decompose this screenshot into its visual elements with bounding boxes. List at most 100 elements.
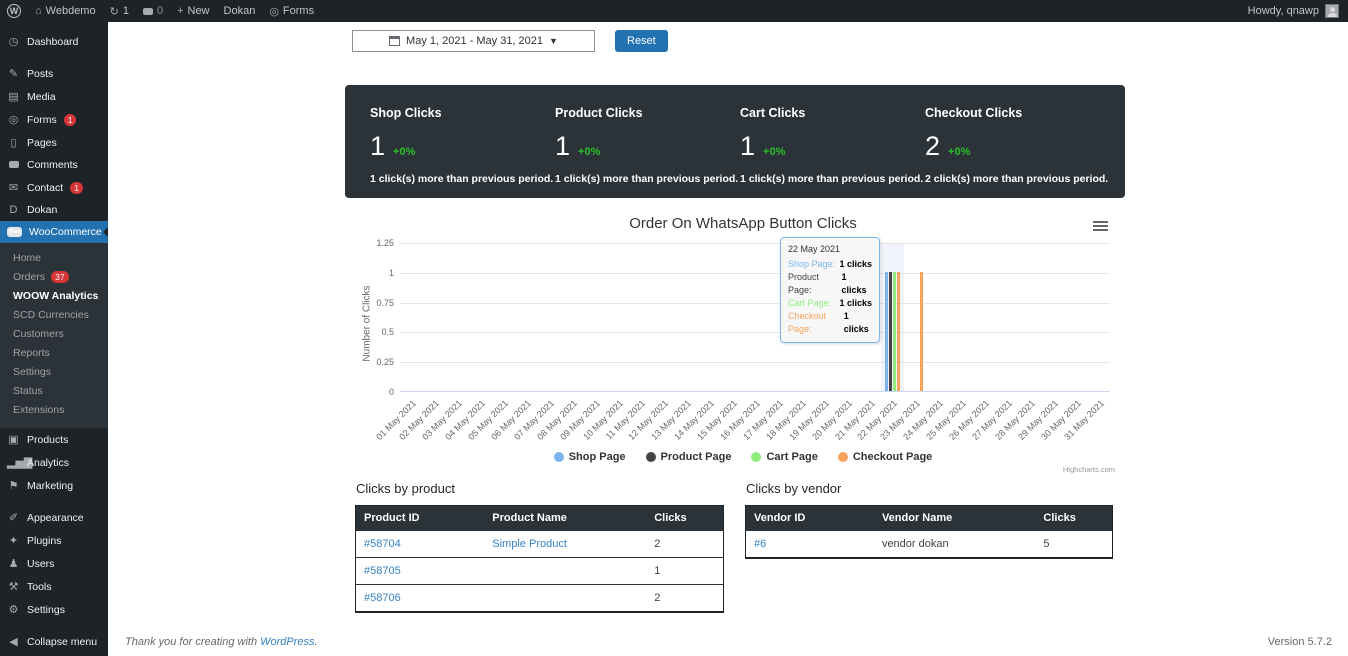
new-content-menu[interactable]: + New [170, 0, 216, 22]
bar-chart-icon: ▂▅▇ [7, 457, 33, 469]
dokan-menu[interactable]: Dokan [217, 0, 263, 22]
chart-context-menu-icon[interactable] [1093, 219, 1108, 233]
admin-sidebar: ◷ Dashboard ✎ Posts ▤ Media ◎ Forms 1 ▯ Pages Comme… [0, 22, 108, 656]
cell-link[interactable]: #6 [745, 530, 874, 558]
reset-button[interactable]: Reset [615, 30, 668, 52]
sidebar-item-plugins[interactable]: ✦ Plugins [0, 529, 108, 552]
comments-count: 0 [156, 5, 164, 17]
sidebar-item-collapse[interactable]: ◀ Collapse menu [0, 630, 108, 653]
submenu-item-label: Status [13, 384, 43, 397]
submenu-item-customers[interactable]: Customers [0, 324, 108, 343]
submenu-item-label: Reports [13, 346, 50, 359]
tooltip-row: Product Page: 1 clicks [788, 271, 872, 297]
submenu-item-orders[interactable]: Orders 37 [0, 267, 108, 286]
tooltip-series-value: 1 clicks [843, 311, 869, 334]
avatar[interactable] [1325, 4, 1339, 18]
tables-section: Clicks by product Product ID Product Name… [355, 481, 1348, 613]
legend-item-shop-page[interactable]: Shop Page [553, 451, 626, 463]
tooltip-series-name: Checkout Page: [788, 311, 827, 334]
submenu-item-settings[interactable]: Settings [0, 362, 108, 381]
dokan-icon: D [9, 204, 18, 216]
highcharts-credit[interactable]: Highcharts.com [1062, 465, 1115, 474]
sidebar-item-appearance[interactable]: ✐ Appearance [0, 506, 108, 529]
legend-item-product-page[interactable]: Product Page [645, 451, 731, 463]
sidebar-item-contact[interactable]: ✉ Contact 1 [0, 176, 108, 199]
comments-indicator[interactable]: 0 [136, 0, 170, 22]
stat-note: 1 click(s) more than previous period. [370, 173, 554, 185]
tooltip-date: 22 May 2021 [788, 244, 841, 254]
tooltip-series-value: 1 clicks [841, 272, 867, 295]
wordpress-link[interactable]: WordPress [260, 636, 315, 648]
table-row: #58706 2 [355, 584, 724, 612]
sidebar-item-media[interactable]: ▤ Media [0, 85, 108, 108]
submenu-item-scd-currencies[interactable]: SCD Currencies [0, 305, 108, 324]
legend-item-checkout-page[interactable]: Checkout Page [837, 451, 932, 463]
sidebar-item-products[interactable]: ▣ Products [0, 428, 108, 451]
bar-shop-page[interactable] [884, 271, 888, 391]
submenu-item-woow-analytics[interactable]: WOOW Analytics [0, 286, 108, 305]
legend-marker-icon [837, 452, 848, 462]
submenu-item-home[interactable]: Home [0, 248, 108, 267]
bar-cart-page[interactable] [892, 271, 896, 391]
bar-checkout-page[interactable] [919, 271, 923, 391]
submenu-item-status[interactable]: Status [0, 381, 108, 400]
sidebar-item-forms[interactable]: ◎ Forms 1 [0, 108, 108, 131]
submenu-item-label: WOOW Analytics [13, 289, 99, 302]
site-menu[interactable]: ⌂ Webdemo [28, 0, 103, 22]
tooltip-series-name: Shop Page: [788, 259, 836, 269]
legend-marker-icon [751, 452, 762, 462]
sidebar-item-label: WooCommerce [29, 226, 102, 238]
wordpress-logo-icon: W [7, 4, 21, 18]
cell-link[interactable]: Simple Product [484, 530, 647, 558]
tools-icon: ⚒ [8, 581, 19, 593]
sidebar-item-label: Media [27, 90, 56, 103]
tooltip-row: Shop Page: 1 clicks [788, 258, 872, 271]
menu-separator [0, 497, 108, 506]
updates-count: 1 [122, 5, 129, 17]
cell-value: 1 [646, 557, 724, 585]
megaphone-icon: ⚑ [8, 480, 19, 492]
cell-link[interactable]: #58706 [355, 584, 485, 612]
clicks-by-vendor-block: Clicks by vendor Vendor ID Vendor Name Cli… [745, 481, 1113, 613]
stat-value: 1 [555, 131, 571, 161]
wordpress-menu[interactable]: W [0, 0, 28, 22]
legend-item-cart-page[interactable]: Cart Page [751, 451, 818, 463]
clicks-by-product-block: Clicks by product Product ID Product Name… [355, 481, 724, 613]
sidebar-item-analytics[interactable]: ▂▅▇ Analytics [0, 451, 108, 474]
y-tick-label: 0.5 [381, 327, 394, 338]
howdy-menu[interactable]: Howdy, qnawp [1247, 5, 1319, 17]
sidebar-item-dashboard[interactable]: ◷ Dashboard [0, 30, 108, 53]
count-badge: 1 [63, 113, 77, 126]
dashboard-icon: ◷ [8, 36, 19, 48]
count-badge: 37 [51, 270, 69, 283]
stat-delta: +0% [393, 146, 416, 158]
updates-indicator[interactable]: ↻ 1 [103, 0, 136, 22]
sidebar-item-settings[interactable]: ⚙ Settings [0, 598, 108, 621]
sidebar-item-marketing[interactable]: ⚑ Marketing [0, 474, 108, 497]
admin-footer: Thank you for creating with WordPress. V… [125, 636, 1332, 648]
submenu-item-reports[interactable]: Reports [0, 343, 108, 362]
version-label: Version 5.7.2 [1267, 636, 1332, 648]
bar-checkout-page[interactable] [896, 271, 900, 391]
sidebar-item-pages[interactable]: ▯ Pages [0, 131, 108, 154]
tooltip-row: Cart Page: 1 clicks [788, 297, 872, 310]
stat-note: 1 click(s) more than previous period. [555, 173, 739, 185]
sidebar-item-tools[interactable]: ⚒ Tools [0, 575, 108, 598]
legend-label: Cart Page [766, 451, 818, 463]
stat-card-shop-clicks: Shop Clicks 1 +0% 1 click(s) more than prev… [370, 99, 555, 198]
sidebar-item-dokan[interactable]: D Dokan [0, 199, 108, 221]
sidebar-item-posts[interactable]: ✎ Posts [0, 62, 108, 85]
submenu-item-label: SCD Currencies [13, 308, 89, 321]
forms-menu[interactable]: ◎ Forms [262, 0, 321, 22]
legend-label: Shop Page [568, 451, 626, 463]
date-range-input[interactable]: May 1, 2021 - May 31, 2021 ▼ [352, 30, 595, 52]
bar-product-page[interactable] [888, 271, 892, 391]
sidebar-item-woocommerce[interactable]: Woo WooCommerce [0, 221, 108, 243]
cell-link[interactable]: #58704 [355, 530, 485, 558]
sidebar-item-users[interactable]: ♟ Users [0, 552, 108, 575]
submenu-item-extensions[interactable]: Extensions [0, 400, 108, 419]
sidebar-item-comments[interactable]: Comments [0, 154, 108, 176]
stat-value-row: 1 +0% [370, 133, 555, 160]
cell-link[interactable]: #58705 [355, 557, 485, 585]
mail-icon: ✉ [8, 182, 19, 194]
